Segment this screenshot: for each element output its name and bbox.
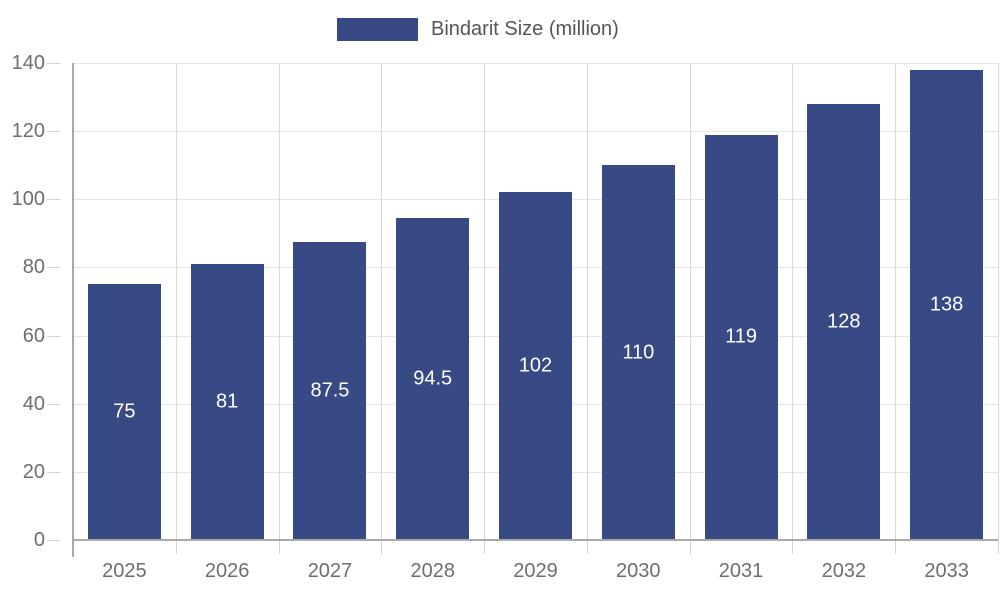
y-axis-tick — [47, 335, 60, 337]
x-axis-tick — [381, 540, 383, 554]
x-axis-tick — [689, 540, 691, 554]
x-axis-tick-label: 2029 — [513, 560, 558, 582]
y-axis-tick-label: 80 — [22, 256, 45, 279]
bar-2029 — [499, 192, 572, 540]
gridline-vertical — [689, 63, 691, 540]
x-axis-tick — [175, 540, 177, 554]
x-axis-tick-label: 2028 — [410, 560, 455, 582]
gridline-vertical — [278, 63, 280, 540]
y-axis-tick-label: 20 — [22, 460, 45, 483]
bar-value-label: 138 — [929, 293, 964, 316]
bar-2026 — [190, 264, 264, 540]
bar-2028 — [396, 218, 470, 540]
gridline-vertical — [484, 63, 486, 540]
x-axis-tick-label: 2031 — [718, 560, 764, 582]
x-axis-tick-label: 2025 — [102, 560, 147, 582]
x-axis-tick-label: 2030 — [616, 560, 661, 582]
bar-value-label: 87.5 — [310, 379, 350, 402]
gridline-vertical — [586, 63, 588, 540]
y-axis-tick — [47, 63, 60, 64]
y-axis-tick — [47, 471, 60, 473]
y-axis-line — [72, 63, 74, 557]
legend: Bindarit Size (million) — [337, 18, 619, 41]
gridline-vertical — [381, 63, 383, 540]
bar-value-label: 75 — [113, 400, 136, 423]
x-axis-line — [72, 539, 998, 541]
bar-2030 — [601, 165, 675, 540]
y-axis-tick-label: 120 — [11, 120, 45, 143]
gridline-horizontal — [73, 131, 998, 133]
x-axis-tick-label: 2033 — [924, 560, 969, 582]
y-axis-tick-label: 0 — [33, 529, 45, 551]
y-axis-tick-label: 60 — [22, 324, 45, 347]
x-axis-tick — [792, 540, 794, 554]
bar-value-label: 128 — [827, 310, 861, 333]
bar-value-label: 102 — [518, 354, 553, 377]
bar-2027 — [293, 241, 367, 540]
x-axis-tick — [586, 540, 588, 554]
bar-value-label: 110 — [622, 341, 655, 364]
bar-2033 — [910, 69, 984, 540]
bar-value-label: 94.5 — [413, 367, 453, 390]
bar-2025 — [87, 284, 161, 540]
y-axis-tick — [47, 131, 60, 133]
x-axis-tick-label: 2027 — [307, 560, 353, 582]
bar-value-label: 81 — [216, 390, 239, 413]
legend-swatch — [337, 18, 418, 41]
x-axis-tick-label: 2026 — [204, 560, 250, 582]
legend-label: Bindarit Size (million) — [431, 18, 619, 40]
y-axis-tick — [47, 403, 60, 405]
x-axis-tick-label: 2032 — [821, 560, 867, 582]
x-axis-tick — [998, 540, 999, 554]
y-axis-tick — [47, 267, 60, 269]
y-axis-tick — [47, 540, 60, 541]
y-axis-tick-label: 140 — [11, 52, 45, 74]
bar-2031 — [704, 134, 778, 540]
gridline-horizontal — [73, 63, 998, 64]
gridline-vertical — [175, 63, 177, 540]
y-axis-tick-label: 40 — [22, 392, 45, 415]
y-axis-tick — [47, 199, 60, 201]
y-axis-tick-label: 100 — [11, 188, 45, 211]
gridline-vertical — [792, 63, 794, 540]
gridline-vertical — [895, 63, 897, 540]
x-axis-tick — [278, 540, 280, 554]
x-axis-tick — [895, 540, 897, 554]
gridline-vertical — [998, 63, 999, 540]
bar-value-label: 119 — [725, 325, 757, 348]
x-axis-tick — [484, 540, 486, 554]
bar-2032 — [807, 103, 881, 540]
